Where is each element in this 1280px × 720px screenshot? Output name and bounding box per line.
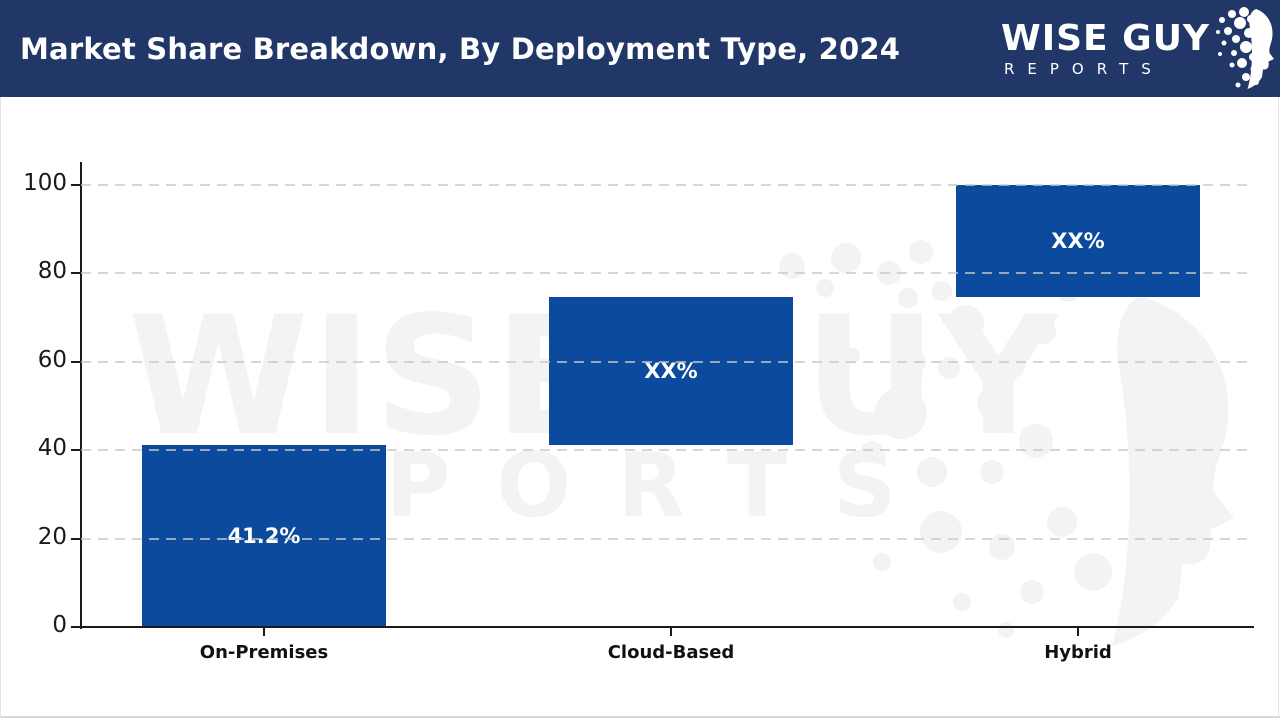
left-border-line xyxy=(0,97,1,718)
y-tick-mark xyxy=(71,537,80,540)
y-axis-line xyxy=(80,162,82,629)
y-tick-mark xyxy=(71,184,80,186)
gridline xyxy=(81,272,1253,275)
wiseguy-head-icon xyxy=(1216,7,1274,89)
x-tick-mark xyxy=(670,628,672,636)
y-tick-label: 20 xyxy=(37,523,67,550)
y-tick-label: 100 xyxy=(23,170,67,196)
y-tick-label: 80 xyxy=(37,258,67,285)
bottom-border-line xyxy=(0,716,1280,718)
y-tick-mark xyxy=(71,360,80,363)
y-tick-mark xyxy=(71,272,80,275)
gridline xyxy=(81,537,1253,540)
bar-value-label: 41.2% xyxy=(227,523,301,548)
logo-brand-sub: REPORTS xyxy=(1003,59,1164,78)
gridline xyxy=(81,184,1253,186)
bar-hybrid: XX% xyxy=(956,185,1200,297)
y-tick-mark xyxy=(71,449,80,452)
header-bar: Market Share Breakdown, By Deployment Ty… xyxy=(0,0,1280,97)
x-tick-mark xyxy=(263,628,265,636)
y-tick-mark xyxy=(71,626,80,628)
page-title: Market Share Breakdown, By Deployment Ty… xyxy=(20,31,901,66)
watermark-head-dots xyxy=(779,240,1234,646)
gridline xyxy=(81,449,1253,452)
bar-value-label: XX% xyxy=(644,358,698,383)
y-tick-label: 40 xyxy=(37,435,67,462)
category-label: Cloud-Based xyxy=(607,642,735,663)
gridline xyxy=(81,360,1253,363)
bar-value-label: XX% xyxy=(1051,228,1105,253)
y-tick-label: 60 xyxy=(37,346,67,373)
right-border-line xyxy=(1278,97,1279,718)
logo-brand-name: WISE GUY xyxy=(1000,18,1210,60)
bar-cloud-based: XX% xyxy=(549,296,793,445)
bar-on-premises: 41.2% xyxy=(142,444,386,627)
wiseguy-logo: WISE GUY REPORTS xyxy=(1001,6,1274,92)
x-axis-line xyxy=(80,626,1254,628)
category-label: On-Premises xyxy=(199,642,329,663)
category-label: Hybrid xyxy=(1044,642,1112,663)
x-tick-mark xyxy=(1077,628,1079,636)
y-tick-label: 0 xyxy=(52,612,67,638)
logo-text: WISE GUY REPORTS xyxy=(1001,20,1210,78)
